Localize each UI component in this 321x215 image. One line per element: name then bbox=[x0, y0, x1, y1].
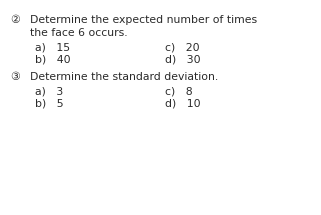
Text: d)   30: d) 30 bbox=[165, 54, 201, 64]
Text: b)   40: b) 40 bbox=[35, 54, 71, 64]
Text: d)   10: d) 10 bbox=[165, 98, 201, 108]
Text: Determine the expected number of times: Determine the expected number of times bbox=[30, 15, 257, 25]
Text: c)   20: c) 20 bbox=[165, 42, 200, 52]
Text: ③: ③ bbox=[10, 72, 20, 82]
Text: the face 6 occurs.: the face 6 occurs. bbox=[30, 28, 128, 38]
Text: a)   15: a) 15 bbox=[35, 42, 70, 52]
Text: Determine the standard deviation.: Determine the standard deviation. bbox=[30, 72, 218, 82]
Text: b)   5: b) 5 bbox=[35, 98, 64, 108]
Text: a)   3: a) 3 bbox=[35, 86, 63, 96]
Text: c)   8: c) 8 bbox=[165, 86, 193, 96]
Text: ②: ② bbox=[10, 15, 20, 25]
